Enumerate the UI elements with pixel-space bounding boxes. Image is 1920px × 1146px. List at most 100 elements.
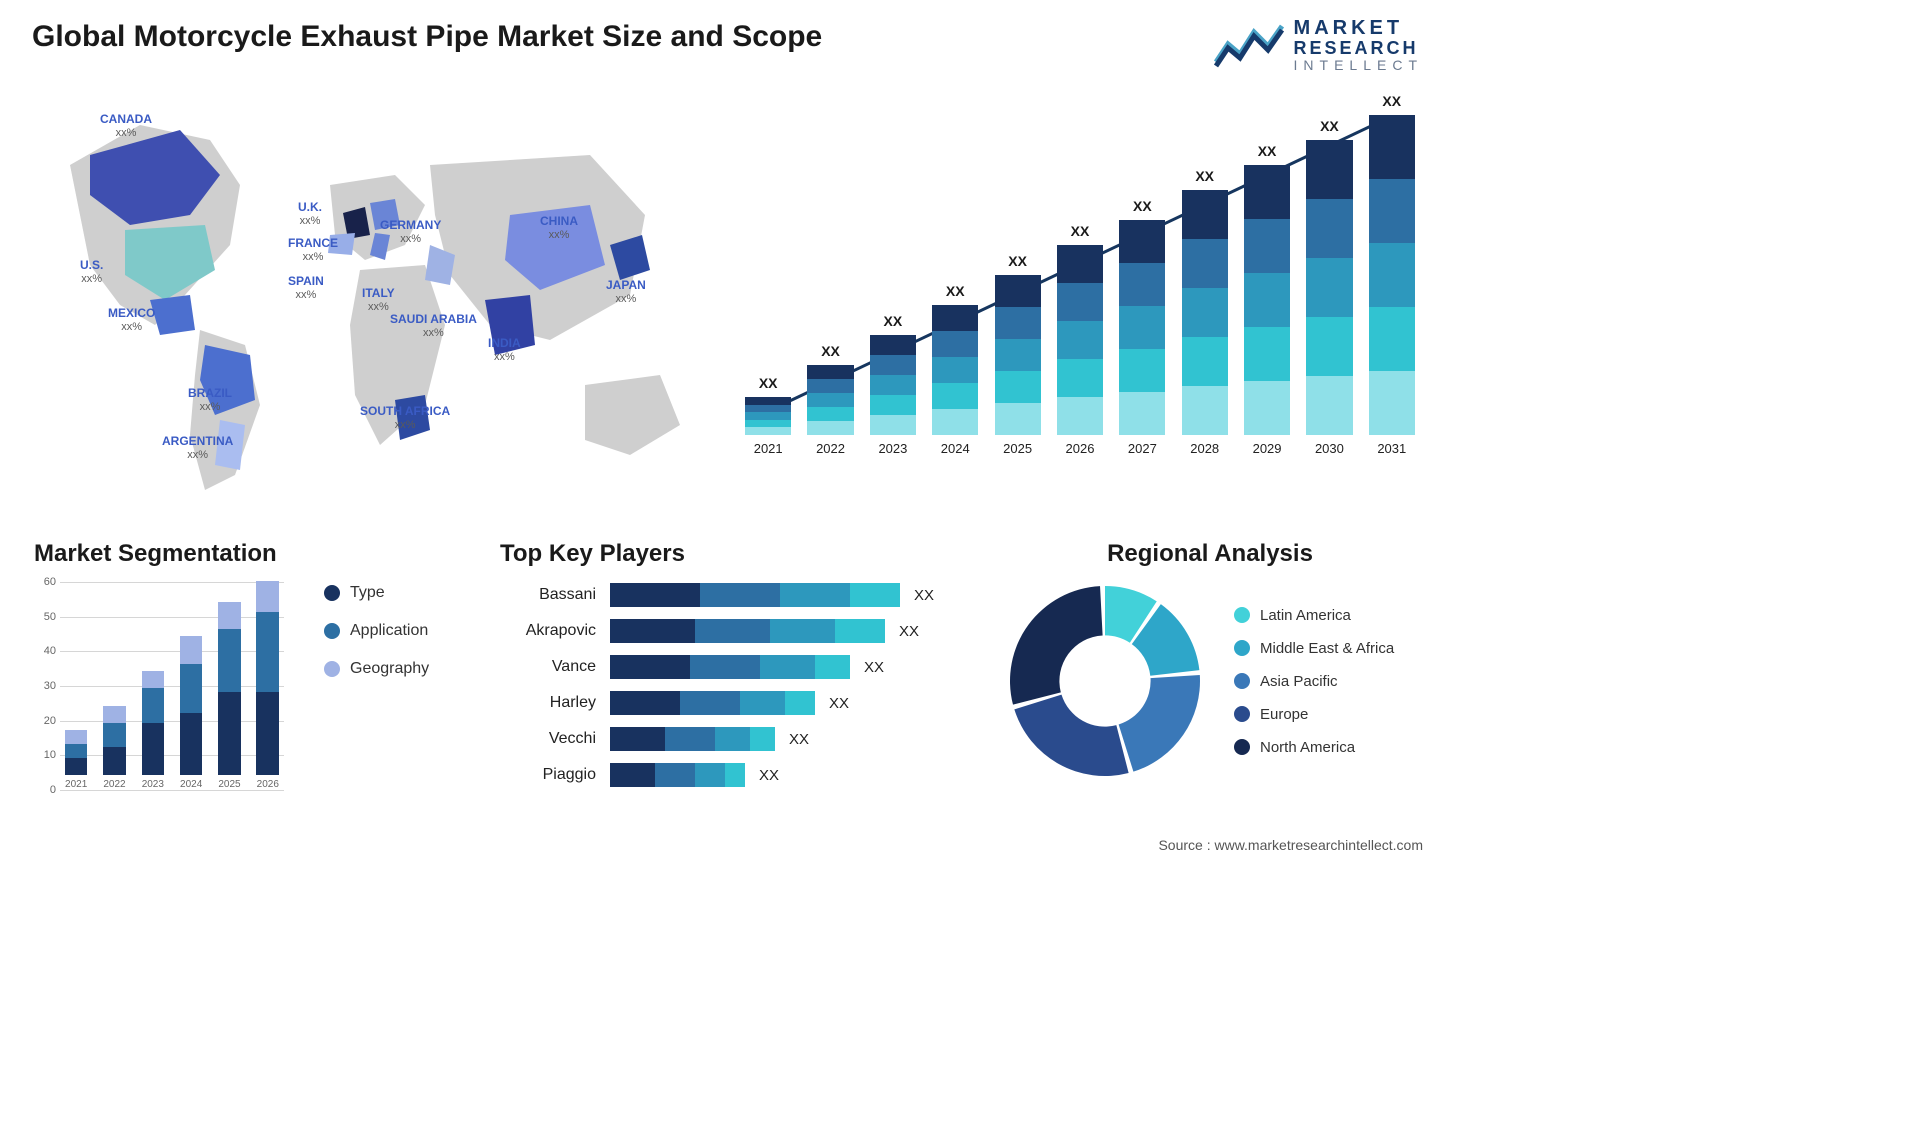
bar-segment: [1306, 199, 1352, 258]
bar-segment: [1182, 337, 1228, 386]
player-bar-segment: [680, 691, 740, 715]
bar-segment: [1057, 397, 1103, 435]
legend-dot-icon: [324, 585, 340, 601]
brand-logo: MARKET RESEARCH INTELLECT: [1214, 18, 1423, 73]
bar-segment: [807, 365, 853, 379]
seg-bar-column: 2024: [175, 582, 207, 790]
bar-segment: [1306, 376, 1352, 435]
legend-item: Type: [324, 584, 429, 602]
bar-segment: [1244, 165, 1290, 219]
player-bar-segment: [610, 655, 690, 679]
bar-segment: [870, 335, 916, 355]
bar-segment: [870, 355, 916, 375]
player-bar-segment: [610, 691, 680, 715]
map-country-label: SOUTH AFRICAxx%: [360, 405, 450, 431]
map-country-label: GERMANYxx%: [380, 219, 441, 245]
y-axis-tick: 50: [34, 611, 56, 623]
bar-segment: [745, 397, 791, 405]
bar-segment: [932, 383, 978, 409]
player-row: AkrapovicXX: [500, 618, 970, 644]
player-stacked-bar: [610, 727, 775, 751]
page-title: Global Motorcycle Exhaust Pipe Market Si…: [32, 20, 822, 54]
stacked-bar: [1182, 190, 1228, 435]
bar-segment: [1244, 219, 1290, 273]
legend-item: Middle East & Africa: [1234, 640, 1394, 657]
map-country-label: U.S.xx%: [80, 259, 103, 285]
bar-value-label: XX: [1195, 168, 1214, 184]
regional-donut-chart: [1000, 576, 1210, 786]
segmentation-chart: 0102030405060202120222023202420252026: [34, 582, 284, 812]
player-name: Akrapovic: [500, 622, 610, 640]
player-bar-segment: [850, 583, 900, 607]
player-name: Piaggio: [500, 766, 610, 784]
seg-bar-column: 2023: [137, 582, 169, 790]
player-bar-segment: [665, 727, 715, 751]
bar-segment: [745, 420, 791, 428]
player-stacked-bar: [610, 691, 815, 715]
seg-bar-segment: [65, 758, 88, 775]
bar-column: XX2028: [1177, 168, 1233, 456]
bar-segment: [745, 427, 791, 435]
stacked-bar: [1306, 140, 1352, 435]
player-row: BassaniXX: [500, 582, 970, 608]
bar-year-label: 2023: [878, 441, 907, 456]
bar-segment: [870, 415, 916, 435]
seg-x-tick: 2023: [142, 779, 164, 790]
player-bar-segment: [740, 691, 785, 715]
bar-value-label: XX: [1133, 198, 1152, 214]
bar-segment: [1057, 245, 1103, 283]
bar-year-label: 2029: [1253, 441, 1282, 456]
bar-segment: [1306, 140, 1352, 199]
bar-segment: [1306, 317, 1352, 376]
stacked-bar: [1057, 245, 1103, 435]
bar-segment: [1057, 283, 1103, 321]
y-axis-tick: 40: [34, 645, 56, 657]
seg-bar-segment: [103, 747, 126, 775]
bar-year-label: 2025: [1003, 441, 1032, 456]
map-country-label: MEXICOxx%: [108, 307, 155, 333]
legend-label: Geography: [350, 660, 429, 678]
player-value-label: XX: [789, 731, 809, 748]
bar-value-label: XX: [1382, 93, 1401, 109]
legend-label: Middle East & Africa: [1260, 640, 1394, 657]
legend-label: Latin America: [1260, 607, 1351, 624]
player-bar-segment: [715, 727, 750, 751]
bar-value-label: XX: [1071, 223, 1090, 239]
bar-segment: [932, 331, 978, 357]
bar-segment: [995, 403, 1041, 435]
bar-value-label: XX: [1008, 253, 1027, 269]
stacked-bar: [995, 275, 1041, 435]
player-value-label: XX: [914, 587, 934, 604]
seg-bar-segment: [256, 581, 279, 612]
y-axis-tick: 20: [34, 715, 56, 727]
segmentation-heading: Market Segmentation: [34, 540, 434, 568]
player-bar-segment: [610, 727, 665, 751]
seg-bar-segment: [142, 671, 165, 688]
legend-dot-icon: [1234, 739, 1250, 755]
player-row: Vecchi XX: [500, 726, 970, 752]
player-name: Vecchi: [500, 730, 610, 748]
seg-bar-segment: [103, 723, 126, 747]
bar-column: XX 2031: [1364, 93, 1420, 456]
y-axis-tick: 0: [34, 784, 56, 796]
bar-year-label: 2031: [1377, 441, 1406, 456]
player-bar-segment: [610, 763, 655, 787]
player-stacked-bar: [610, 619, 885, 643]
legend-dot-icon: [1234, 640, 1250, 656]
bar-segment: [1369, 371, 1415, 435]
market-size-bar-chart: XX2021XX2022XX2023XX2024XX2025XX2026XX20…: [740, 100, 1420, 480]
player-value-label: XX: [864, 659, 884, 676]
gridline: [60, 790, 284, 791]
player-stacked-bar: [610, 655, 850, 679]
legend-dot-icon: [324, 623, 340, 639]
world-map-panel: CANADAxx%U.S.xx%MEXICOxx%U.K.xx%FRANCExx…: [30, 95, 710, 515]
bar-segment: [932, 305, 978, 331]
logo-line3: INTELLECT: [1294, 58, 1423, 73]
legend-item: North America: [1234, 739, 1394, 756]
seg-bar-segment: [218, 602, 241, 630]
bar-year-label: 2021: [754, 441, 783, 456]
donut-slice: [1014, 695, 1128, 776]
legend-dot-icon: [324, 661, 340, 677]
seg-bar-segment: [180, 713, 203, 775]
bar-value-label: XX: [1320, 118, 1339, 134]
